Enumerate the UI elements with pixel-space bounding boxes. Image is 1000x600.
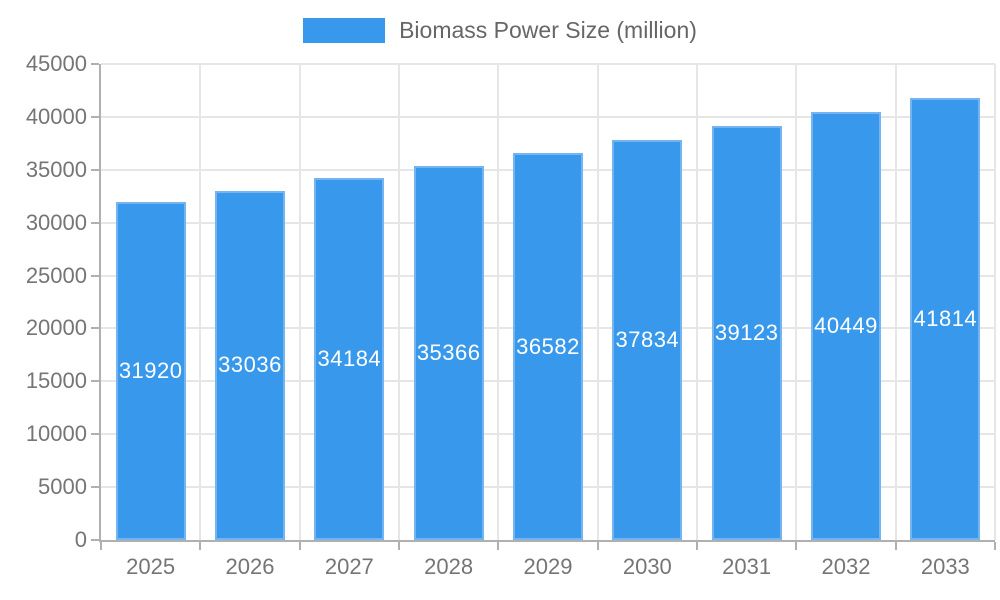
x-axis-line [99, 540, 995, 542]
x-axis-label: 2031 [722, 554, 772, 579]
y-axis-tick [91, 221, 99, 224]
bar: 34184 [314, 178, 385, 540]
legend-swatch [303, 18, 386, 43]
bar-value-label: 36582 [516, 333, 580, 359]
y-axis-label: 20000 [25, 315, 87, 341]
x-axis-label: 2032 [821, 554, 871, 579]
y-axis-label: 35000 [25, 156, 87, 182]
y-axis-tick [91, 115, 99, 118]
v-gridline [696, 64, 698, 540]
y-axis-line [99, 64, 101, 540]
x-axis-tick [894, 542, 897, 550]
y-axis-label: 15000 [25, 368, 87, 394]
v-gridline [497, 64, 500, 540]
y-axis-label: 10000 [25, 421, 87, 447]
h-gridline [101, 63, 995, 65]
y-axis-label: 30000 [25, 209, 87, 235]
y-axis-tick [91, 380, 99, 383]
y-axis-label: 40000 [25, 103, 87, 129]
x-axis-tick [596, 542, 599, 550]
bar: 41814 [910, 97, 981, 540]
v-gridline [398, 64, 400, 540]
bar-value-label: 40449 [814, 313, 878, 339]
y-axis-tick [91, 168, 99, 171]
x-axis-tick [497, 542, 500, 550]
y-axis-tick [91, 486, 99, 489]
v-gridline [199, 64, 202, 540]
bar-value-label: 41814 [913, 305, 978, 331]
x-axis-tick [994, 542, 996, 550]
v-gridline [596, 64, 599, 540]
bar-value-label: 35366 [416, 339, 481, 365]
bar: 37834 [612, 139, 683, 540]
x-axis-tick [696, 542, 698, 550]
bar: 33036 [215, 190, 285, 540]
legend: Biomass Power Size (million) [0, 17, 1000, 44]
y-axis-label: 5000 [38, 474, 87, 500]
x-axis-label: 2029 [523, 554, 573, 579]
v-gridline [298, 64, 301, 540]
v-gridline [894, 64, 897, 540]
x-axis-tick [298, 542, 301, 550]
bar-value-label: 33036 [218, 352, 282, 378]
y-axis-tick [91, 539, 99, 541]
h-gridline [101, 115, 995, 118]
legend-label: Biomass Power Size (million) [399, 17, 697, 43]
x-axis-tick [100, 542, 102, 550]
x-axis-label: 2028 [424, 554, 474, 579]
bar-value-label: 37834 [615, 326, 680, 352]
x-axis-label: 2026 [225, 554, 275, 579]
bar: 36582 [513, 153, 583, 540]
bar: 40449 [811, 112, 881, 540]
x-axis-label: 2030 [622, 554, 672, 579]
plot-area: 0 5000 10000 15000 20000 25000 30000 35000 40000… [26, 51, 996, 579]
x-axis-tick [398, 542, 400, 550]
bar: 31920 [115, 202, 186, 540]
x-axis-tick [199, 542, 202, 550]
bar: 39123 [711, 126, 782, 540]
y-axis-tick [91, 274, 99, 277]
x-axis-label: 2027 [324, 554, 374, 579]
x-axis-label: 2025 [126, 554, 176, 579]
y-axis-tick [91, 433, 99, 436]
x-axis-label: 2033 [920, 554, 970, 579]
x-axis-tick [795, 542, 798, 550]
y-axis-tick [91, 63, 99, 65]
v-gridline [994, 64, 996, 540]
y-axis-label: 0 [74, 527, 87, 552]
bar-value-label: 39123 [714, 320, 779, 346]
y-axis-label: 45000 [25, 51, 87, 76]
bar-value-label: 34184 [317, 346, 382, 372]
y-axis-tick [91, 327, 99, 330]
y-axis-label: 25000 [25, 262, 87, 288]
bar-value-label: 31920 [118, 358, 183, 384]
bar: 35366 [413, 165, 484, 540]
v-gridline [795, 64, 798, 540]
